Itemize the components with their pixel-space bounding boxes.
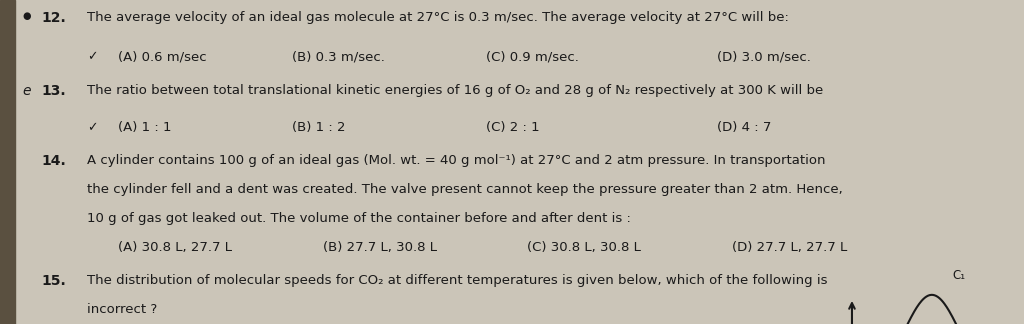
Text: ✓: ✓ (87, 122, 97, 134)
Text: е: е (23, 84, 31, 98)
Text: (A) 1 : 1: (A) 1 : 1 (118, 122, 171, 134)
Text: (D) 4 : 7: (D) 4 : 7 (717, 122, 771, 134)
Text: (B) 27.7 L, 30.8 L: (B) 27.7 L, 30.8 L (323, 241, 436, 254)
Text: (A) 0.6 m/sec: (A) 0.6 m/sec (118, 50, 207, 63)
Text: 10 g of gas got leaked out. The volume of the container before and after dent is: 10 g of gas got leaked out. The volume o… (87, 212, 631, 225)
Text: The ratio between total translational kinetic energies of 16 g of O₂ and 28 g of: The ratio between total translational ki… (87, 84, 823, 97)
Text: The average velocity of an ideal gas molecule at 27°C is 0.3 m/sec. The average : The average velocity of an ideal gas mol… (87, 11, 788, 24)
Text: (B) 1 : 2: (B) 1 : 2 (292, 122, 345, 134)
Text: 15.: 15. (41, 274, 66, 288)
Text: (D) 27.7 L, 27.7 L: (D) 27.7 L, 27.7 L (732, 241, 848, 254)
Text: (B) 0.3 m/sec.: (B) 0.3 m/sec. (292, 50, 385, 63)
Text: (A) 30.8 L, 27.7 L: (A) 30.8 L, 27.7 L (118, 241, 231, 254)
Text: the cylinder fell and a dent was created. The valve present cannot keep the pres: the cylinder fell and a dent was created… (87, 183, 843, 196)
Text: incorrect ?: incorrect ? (87, 303, 158, 316)
Text: (C) 2 : 1: (C) 2 : 1 (486, 122, 540, 134)
Text: The distribution of molecular speeds for CO₂ at different temperatures is given : The distribution of molecular speeds for… (87, 274, 827, 287)
Text: 12.: 12. (41, 11, 66, 25)
Text: (C) 30.8 L, 30.8 L: (C) 30.8 L, 30.8 L (527, 241, 641, 254)
Text: ✓: ✓ (87, 50, 97, 63)
Text: C₁: C₁ (952, 269, 966, 282)
Text: (D) 3.0 m/sec.: (D) 3.0 m/sec. (717, 50, 811, 63)
Text: 14.: 14. (41, 154, 66, 168)
Text: 13.: 13. (41, 84, 66, 98)
Bar (0, 0, 15, 324)
Text: (C) 0.9 m/sec.: (C) 0.9 m/sec. (486, 50, 580, 63)
Text: A cylinder contains 100 g of an ideal gas (Mol. wt. = 40 g mol⁻¹) at 27°C and 2 : A cylinder contains 100 g of an ideal ga… (87, 154, 825, 167)
Text: ●: ● (23, 11, 31, 21)
